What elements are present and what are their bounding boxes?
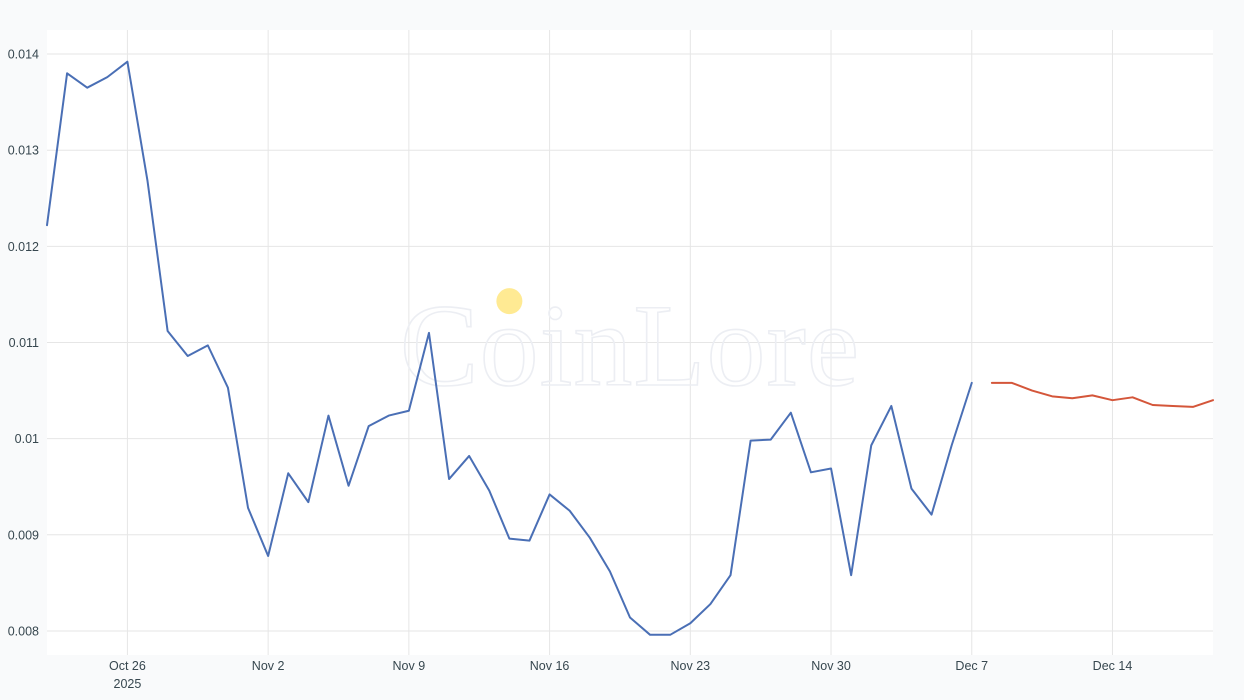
y-axis-tick-label: 0.013 — [8, 144, 39, 158]
x-axis-tick-label: Nov 23 — [671, 659, 711, 673]
x-axis-tick-label: Oct 26 — [109, 659, 146, 673]
gridlines — [47, 30, 1213, 655]
y-axis-tick-label: 0.01 — [15, 432, 39, 446]
x-axis-tick-label: Dec 14 — [1093, 659, 1133, 673]
series-line-forecast — [990, 381, 1214, 408]
x-axis-tick-label: Nov 2 — [252, 659, 285, 673]
y-axis-tick-label: 0.012 — [8, 240, 39, 254]
highlight-dot-marker — [496, 288, 523, 315]
x-axis-tick-label: Nov 9 — [393, 659, 426, 673]
y-axis-tick-label: 0.011 — [9, 336, 39, 350]
watermark: CoinLore — [399, 279, 860, 412]
x-axis-year-label: 2025 — [114, 677, 142, 691]
x-axis-tick-label: Nov 16 — [530, 659, 570, 673]
watermark-text: CoinLore — [400, 280, 860, 411]
x-axis-tick-label: Nov 30 — [811, 659, 851, 673]
y-axis-tick-label: 0.009 — [8, 528, 39, 542]
y-axis-tick-label: 0.008 — [8, 624, 39, 638]
x-axis-tick-label: Dec 7 — [955, 659, 988, 673]
series-line-historical — [46, 60, 973, 636]
y-axis-tick-label: 0.014 — [8, 48, 39, 62]
